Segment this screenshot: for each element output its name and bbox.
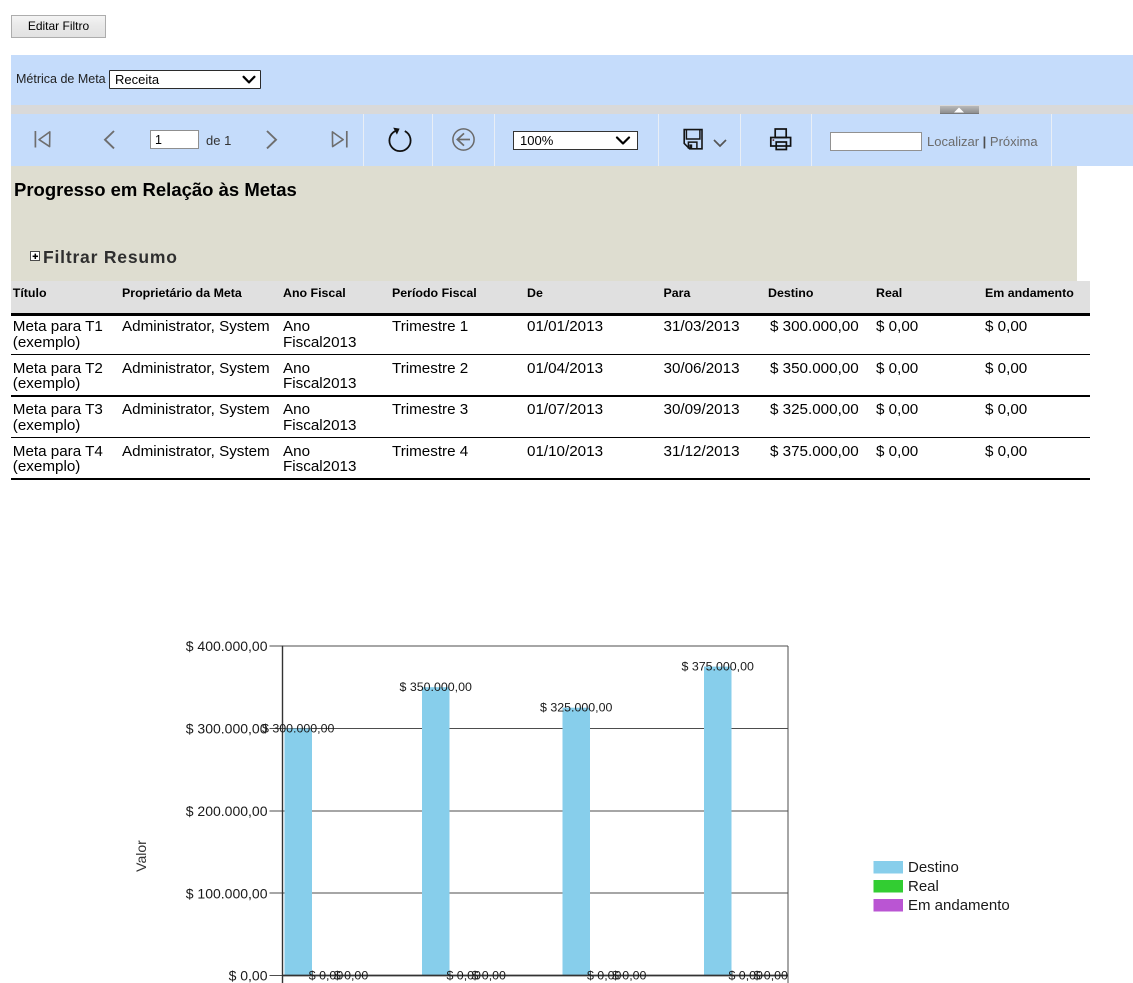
svg-text:$ 400.000,00: $ 400.000,00 bbox=[186, 638, 268, 654]
svg-text:Real: Real bbox=[908, 878, 939, 895]
svg-text:$ 0,00: $ 0,00 bbox=[309, 969, 344, 983]
svg-text:$ 0,00: $ 0,00 bbox=[728, 969, 763, 983]
svg-text:$ 100.000,00: $ 100.000,00 bbox=[186, 885, 268, 901]
svg-text:Em andamento: Em andamento bbox=[908, 897, 1010, 914]
svg-text:$ 0,00: $ 0,00 bbox=[753, 969, 788, 983]
svg-text:$ 200.000,00: $ 200.000,00 bbox=[186, 803, 268, 819]
svg-text:$ 0,00: $ 0,00 bbox=[612, 969, 647, 983]
svg-text:$ 0,00: $ 0,00 bbox=[471, 969, 506, 983]
svg-text:$ 0,00: $ 0,00 bbox=[587, 969, 622, 983]
svg-text:$ 300.000,00: $ 300.000,00 bbox=[262, 722, 334, 736]
svg-text:$ 0,00: $ 0,00 bbox=[334, 969, 369, 983]
svg-text:$ 300.000,00: $ 300.000,00 bbox=[186, 720, 268, 736]
svg-text:$ 0,00: $ 0,00 bbox=[229, 967, 268, 983]
svg-text:Valor: Valor bbox=[133, 840, 149, 872]
svg-text:Destino: Destino bbox=[908, 859, 959, 876]
svg-text:$ 325.000,00: $ 325.000,00 bbox=[540, 701, 612, 715]
svg-text:$ 0,00: $ 0,00 bbox=[446, 969, 481, 983]
svg-text:$ 350.000,00: $ 350.000,00 bbox=[400, 680, 472, 694]
svg-text:$ 375.000,00: $ 375.000,00 bbox=[682, 660, 754, 674]
